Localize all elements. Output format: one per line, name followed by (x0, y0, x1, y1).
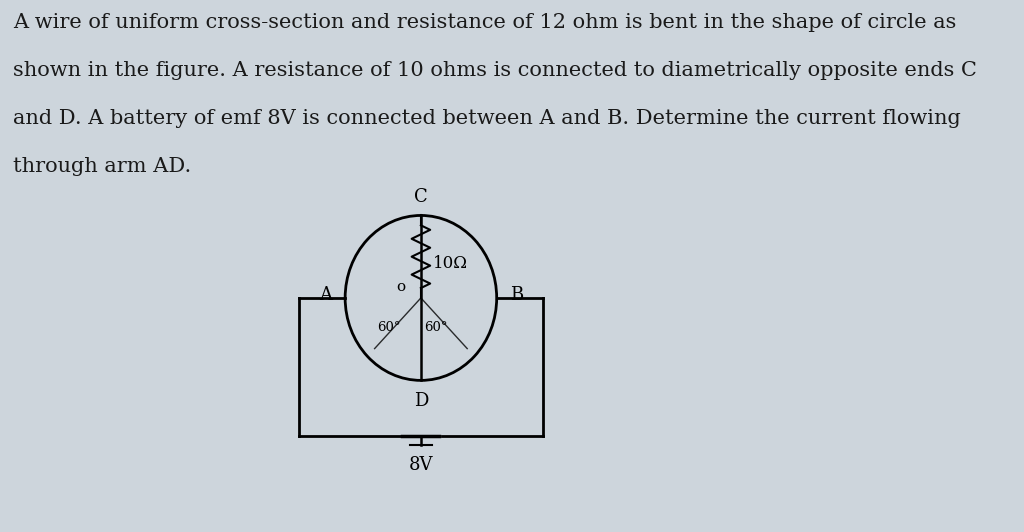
Text: shown in the figure. A resistance of 10 ohms is connected to diametrically oppos: shown in the figure. A resistance of 10 … (12, 61, 977, 80)
Text: A: A (318, 286, 332, 304)
Text: C: C (414, 188, 428, 206)
Text: 60°: 60° (377, 321, 400, 334)
Text: 8V: 8V (409, 456, 433, 475)
Text: through arm AD.: through arm AD. (12, 157, 190, 176)
Text: D: D (414, 392, 428, 410)
Text: o: o (396, 280, 406, 294)
Text: B: B (510, 286, 523, 304)
Text: and D. A battery of emf 8V is connected between A and B. Determine the current f: and D. A battery of emf 8V is connected … (12, 109, 961, 128)
Text: 10Ω: 10Ω (433, 255, 468, 272)
Text: A wire of uniform cross-section and resistance of 12 ohm is bent in the shape of: A wire of uniform cross-section and resi… (12, 13, 956, 32)
Text: 60°: 60° (424, 321, 447, 334)
